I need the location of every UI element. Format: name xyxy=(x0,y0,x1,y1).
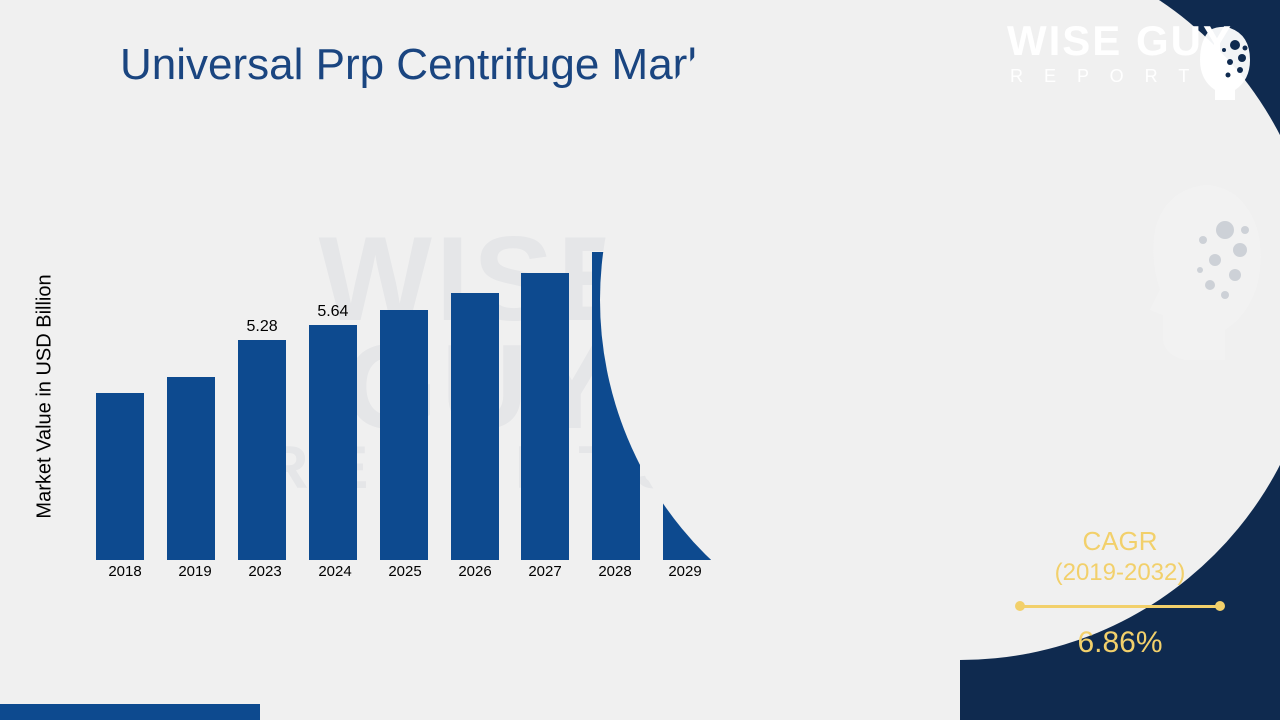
bar-group xyxy=(373,310,434,560)
bar xyxy=(238,340,286,560)
x-axis-label: 2029 xyxy=(650,563,720,580)
cagr-value: 6.86% xyxy=(960,626,1280,660)
cagr-label: CAGR xyxy=(960,526,1280,557)
bar xyxy=(380,310,428,560)
head-dots-icon xyxy=(1190,20,1260,100)
bar xyxy=(309,325,357,560)
cagr-block: CAGR (2019-2032) 6.86% xyxy=(960,526,1280,660)
chart-title: Universal Prp Centrifuge Market xyxy=(120,40,746,90)
cagr-divider xyxy=(1020,605,1220,608)
x-axis-label: 2028 xyxy=(580,563,650,580)
x-axis-label: 2019 xyxy=(160,563,230,580)
x-axis-label: 2027 xyxy=(510,563,580,580)
bar-group xyxy=(444,293,505,560)
bar xyxy=(167,377,215,560)
x-axis-label: 2026 xyxy=(440,563,510,580)
bottom-accent-bar xyxy=(0,704,260,720)
cagr-period: (2019-2032) xyxy=(960,559,1280,587)
side-head-silhouette-icon xyxy=(1135,180,1275,370)
bar-group xyxy=(515,273,576,561)
bar-group xyxy=(161,377,222,560)
bar xyxy=(451,293,499,560)
x-axis-label: 2023 xyxy=(230,563,300,580)
side-panel: WISE GUY R E P O R T S CAGR (2019-2032) … xyxy=(960,0,1280,720)
brand-logo: WISE GUY R E P O R T S xyxy=(980,20,1260,87)
bar-value-label: 5.28 xyxy=(246,318,277,336)
x-axis-label: 2024 xyxy=(300,563,370,580)
x-axis-label: 2018 xyxy=(90,563,160,580)
bar-group: 5.28 xyxy=(232,340,293,560)
bar xyxy=(521,273,569,561)
y-axis-label: Market Value in USD Billion xyxy=(34,274,57,518)
bar-group: 5.64 xyxy=(302,325,363,560)
x-axis-label: 2025 xyxy=(370,563,440,580)
bar xyxy=(96,393,144,560)
bar-group xyxy=(90,393,151,560)
bar-value-label: 5.64 xyxy=(317,303,348,321)
